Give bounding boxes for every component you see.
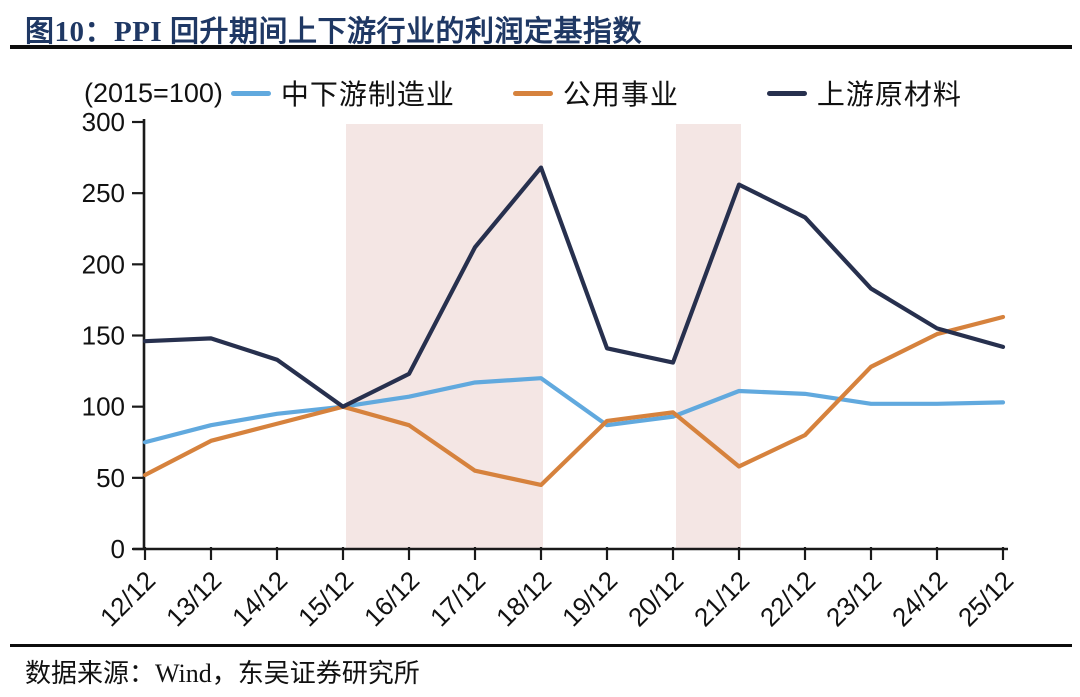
axis-unit-label: (2015=100) (84, 77, 223, 108)
legend-item-utilities: 公用事业 (512, 73, 679, 113)
x-tick-label: 13/12 (160, 565, 227, 632)
legend-item-midstream-manufacturing: 中下游制造业 (230, 73, 455, 113)
legend-line-swatch-orange (512, 90, 553, 96)
data-source-note: 数据来源：Wind，东吴证券研究所 (25, 659, 420, 688)
figure-title: 图10：PPI 回升期间上下游行业的利润定基指数 (25, 16, 642, 48)
y-tick-label: 100 (82, 392, 125, 422)
y-tick-label: 150 (82, 321, 125, 351)
legend-label: 公用事业 (562, 80, 679, 111)
chart-legend: (2015=100) 中下游制造业 公用事业 上游原材料 (84, 72, 962, 114)
x-tick-label: 21/12 (688, 565, 755, 632)
x-tick-label: 12/12 (94, 565, 161, 632)
y-tick-label: 0 (111, 534, 125, 564)
x-tick-label: 15/12 (292, 565, 359, 632)
y-tick-label: 250 (82, 178, 125, 208)
x-tick-label: 16/12 (358, 565, 425, 632)
x-tick-label: 14/12 (226, 565, 293, 632)
legend-label: 上游原材料 (816, 80, 962, 111)
x-tick-label: 23/12 (820, 565, 887, 632)
x-tick-label: 19/12 (556, 565, 623, 632)
legend-line-swatch-navy (766, 90, 807, 96)
x-tick-label: 18/12 (490, 565, 557, 632)
title-divider-line (10, 45, 1072, 49)
x-tick-label: 22/12 (754, 565, 821, 632)
series-line-1 (142, 314, 1006, 488)
y-tick-label: 200 (82, 249, 125, 279)
series-line-2 (142, 165, 1006, 409)
legend-line-swatch-blue (230, 90, 271, 96)
y-tick-label: 300 (82, 107, 125, 137)
series-line-0 (142, 376, 1006, 445)
ppi-recovery-band (346, 124, 543, 548)
x-tick-label: 24/12 (886, 565, 953, 632)
x-tick-label: 25/12 (952, 565, 1019, 632)
y-tick-label: 50 (96, 463, 125, 493)
legend-item-upstream-materials: 上游原材料 (766, 73, 962, 113)
ppi-recovery-band (676, 124, 741, 548)
x-tick-label: 20/12 (622, 565, 689, 632)
legend-label: 中下游制造业 (280, 80, 455, 111)
x-tick-label: 17/12 (424, 565, 491, 632)
footer-divider-line (10, 644, 1072, 647)
